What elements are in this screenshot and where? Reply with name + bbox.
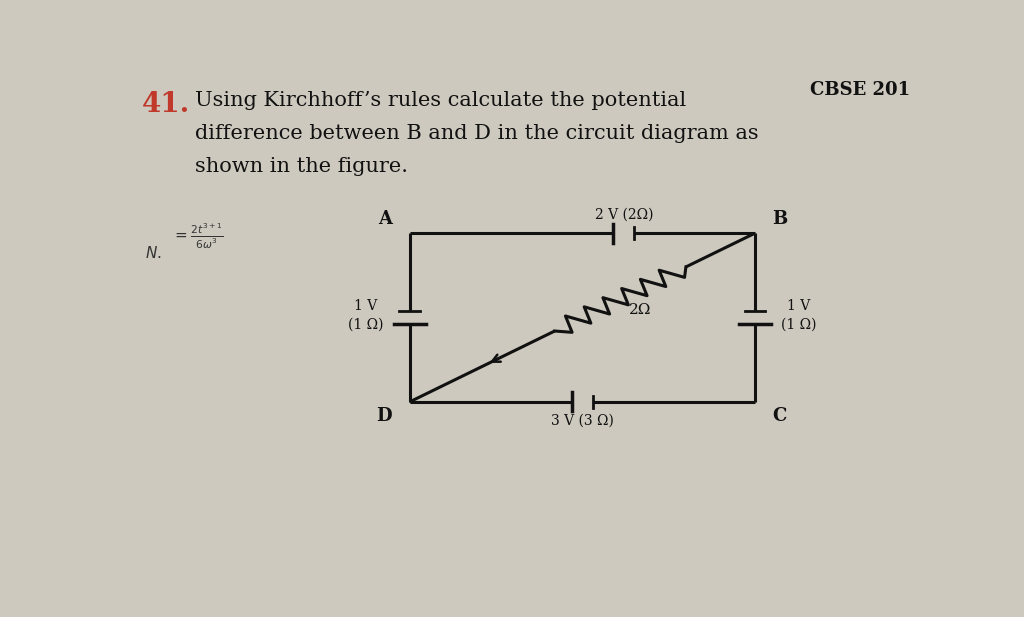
Text: $= \frac{2t^{3+1}}{6\omega^3}$: $= \frac{2t^{3+1}}{6\omega^3}$ (172, 222, 223, 251)
Text: $N.$: $N.$ (145, 245, 162, 261)
Text: shown in the figure.: shown in the figure. (196, 157, 409, 176)
Text: 1 V: 1 V (787, 299, 810, 313)
Text: B: B (772, 210, 787, 228)
Text: (1 Ω): (1 Ω) (348, 318, 384, 332)
Text: 2Ω: 2Ω (629, 303, 651, 317)
Text: difference between B and D in the circuit diagram as: difference between B and D in the circui… (196, 124, 759, 143)
Text: 2 V (2Ω): 2 V (2Ω) (595, 208, 653, 222)
Text: C: C (772, 407, 786, 425)
Text: A: A (378, 210, 392, 228)
Text: D: D (377, 407, 392, 425)
Text: Using Kirchhoff’s rules calculate the potential: Using Kirchhoff’s rules calculate the po… (196, 91, 687, 110)
Text: (1 Ω): (1 Ω) (781, 318, 816, 332)
Text: 1 V: 1 V (354, 299, 378, 313)
Text: CBSE 201: CBSE 201 (810, 81, 909, 99)
Text: 3 V (3 Ω): 3 V (3 Ω) (551, 414, 613, 428)
Text: 41.: 41. (142, 91, 190, 118)
